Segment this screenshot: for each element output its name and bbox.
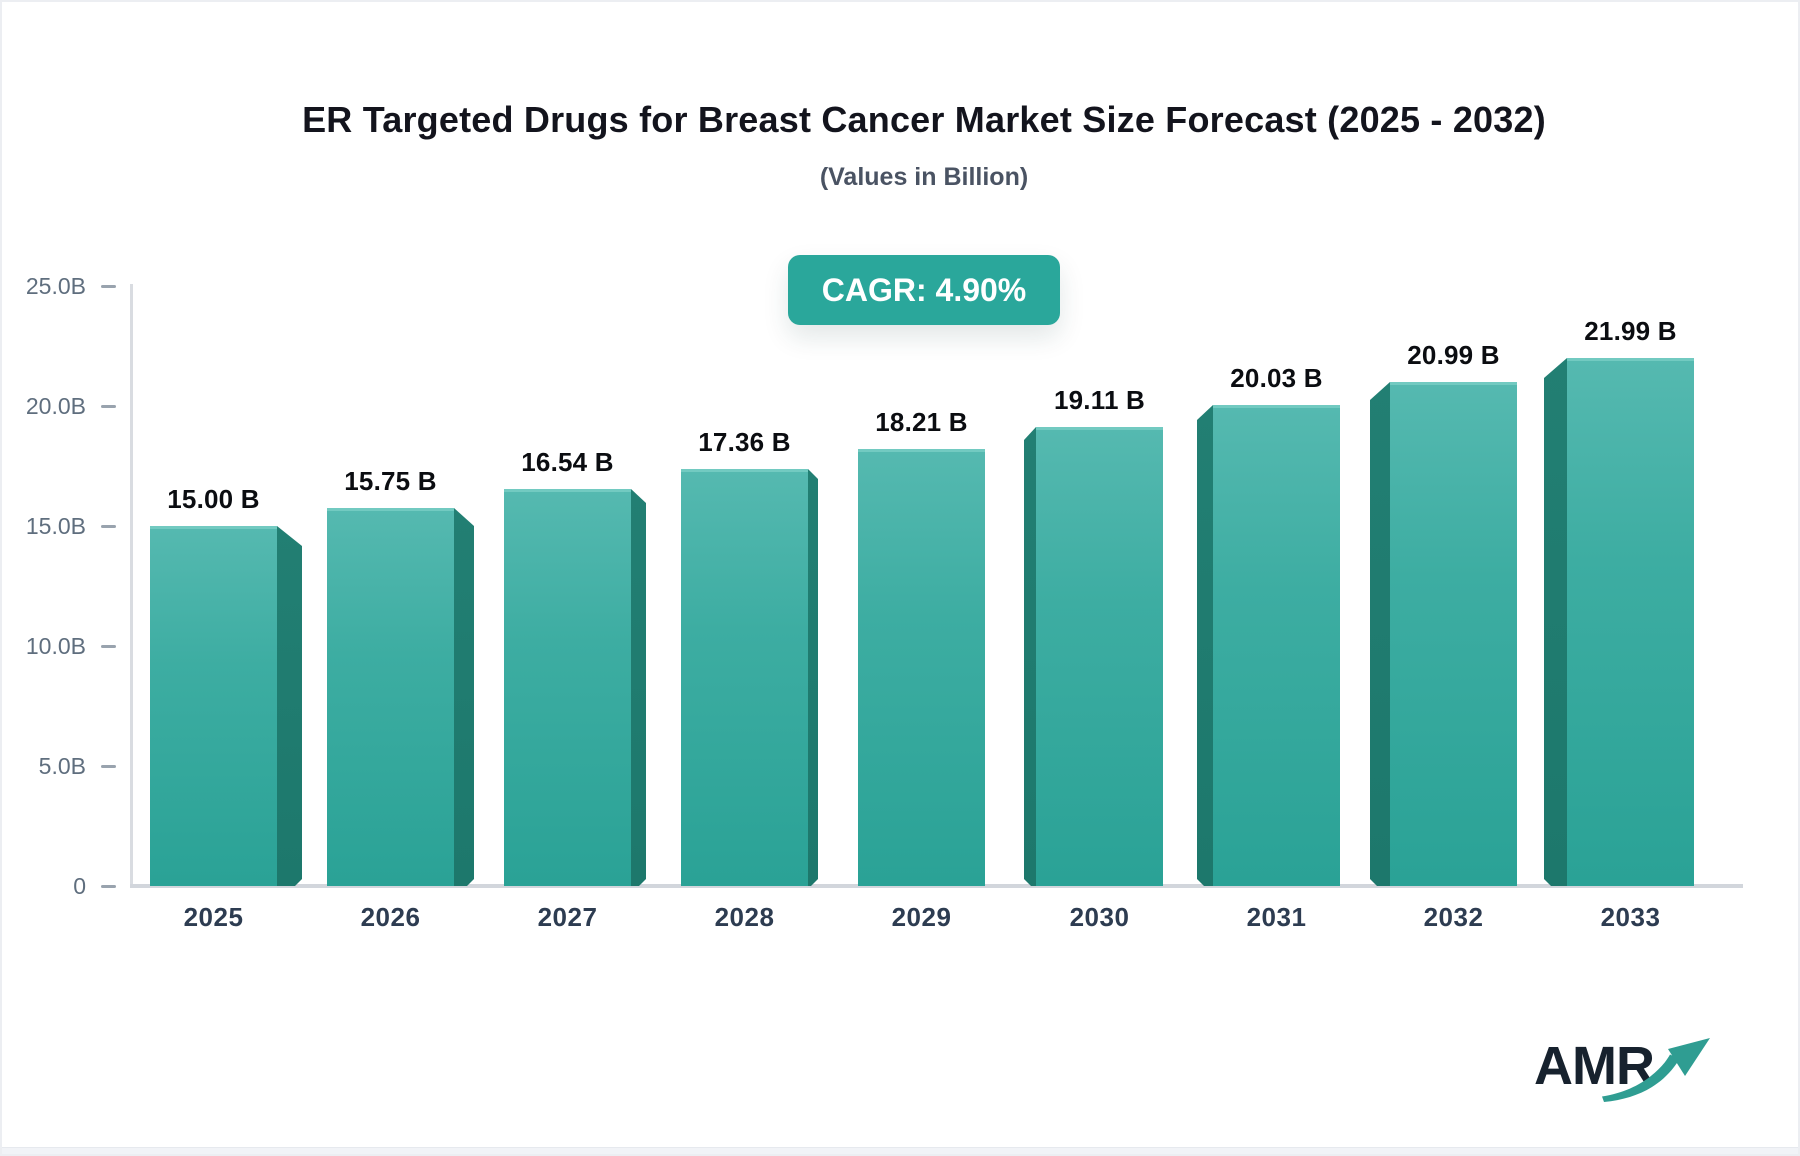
- page-bottom-edge: [0, 1147, 1800, 1156]
- x-tick-label: 2030: [1069, 902, 1130, 932]
- x-tick-label: 2032: [1423, 902, 1484, 932]
- y-axis-line: [130, 284, 133, 888]
- bar-value-label: 19.11 B: [1053, 385, 1146, 415]
- bar-2029: [858, 449, 985, 886]
- bar-side-face: [454, 508, 474, 886]
- y-tick-label: 0: [73, 873, 86, 899]
- y-tick-label: 25.0B: [25, 273, 86, 299]
- bar-2027: [504, 489, 631, 886]
- x-axis-line: [130, 884, 1743, 888]
- bar-2025: [150, 526, 277, 886]
- bar-side-face: [808, 469, 818, 886]
- x-tick-label: 2028: [714, 902, 775, 932]
- bar-2028: [681, 469, 808, 886]
- bar-value-label: 15.75 B: [344, 466, 437, 496]
- y-tick-dash: [101, 285, 116, 288]
- bar-value-label: 17.36 B: [698, 427, 791, 457]
- y-tick-dash: [101, 765, 116, 768]
- y-tick-dash: [101, 405, 116, 408]
- x-tick-label: 2026: [360, 902, 421, 932]
- bar-value-label: 15.00 B: [167, 484, 260, 514]
- y-tick-label: 20.0B: [25, 393, 86, 419]
- logo-arrow-icon: [1602, 1038, 1710, 1102]
- y-tick-dash: [101, 885, 116, 888]
- x-tick-label: 2033: [1600, 902, 1661, 932]
- y-tick-dash: [101, 525, 116, 528]
- bar-side-face: [1544, 358, 1567, 886]
- bar-side-face: [1024, 427, 1036, 886]
- bar-side-face: [277, 526, 302, 886]
- bar-value-label: 20.99 B: [1407, 340, 1500, 370]
- bar-value-label: 16.54 B: [521, 447, 614, 477]
- bar-side-face: [1370, 382, 1390, 886]
- bar-value-label: 18.21 B: [875, 407, 968, 437]
- bar-2031: [1213, 405, 1340, 886]
- x-tick-label: 2029: [891, 902, 952, 932]
- x-tick-label: 2025: [183, 902, 244, 932]
- bar-side-face: [1197, 405, 1213, 886]
- bar-2026: [327, 508, 454, 886]
- bar-2032: [1390, 382, 1517, 886]
- y-tick-label: 10.0B: [25, 633, 86, 659]
- bar-2030: [1036, 427, 1163, 886]
- bar-side-face: [631, 489, 646, 886]
- bar-value-label: 20.03 B: [1230, 363, 1323, 393]
- logo-text: AMR: [1534, 1036, 1655, 1096]
- bar-2033: [1567, 358, 1694, 886]
- cagr-badge: CAGR: 4.90%: [788, 255, 1060, 325]
- y-tick-label: 15.0B: [25, 513, 86, 539]
- bar-value-label: 21.99 B: [1584, 316, 1677, 346]
- chart-title: ER Targeted Drugs for Breast Cancer Mark…: [302, 99, 1546, 140]
- x-tick-label: 2031: [1246, 902, 1307, 932]
- x-tick-label: 2027: [537, 902, 598, 932]
- chart-subtitle: (Values in Billion): [819, 163, 1029, 191]
- y-tick-dash: [101, 645, 116, 648]
- y-tick-label: 5.0B: [38, 753, 86, 779]
- amr-logo: AMR: [1534, 1036, 1724, 1112]
